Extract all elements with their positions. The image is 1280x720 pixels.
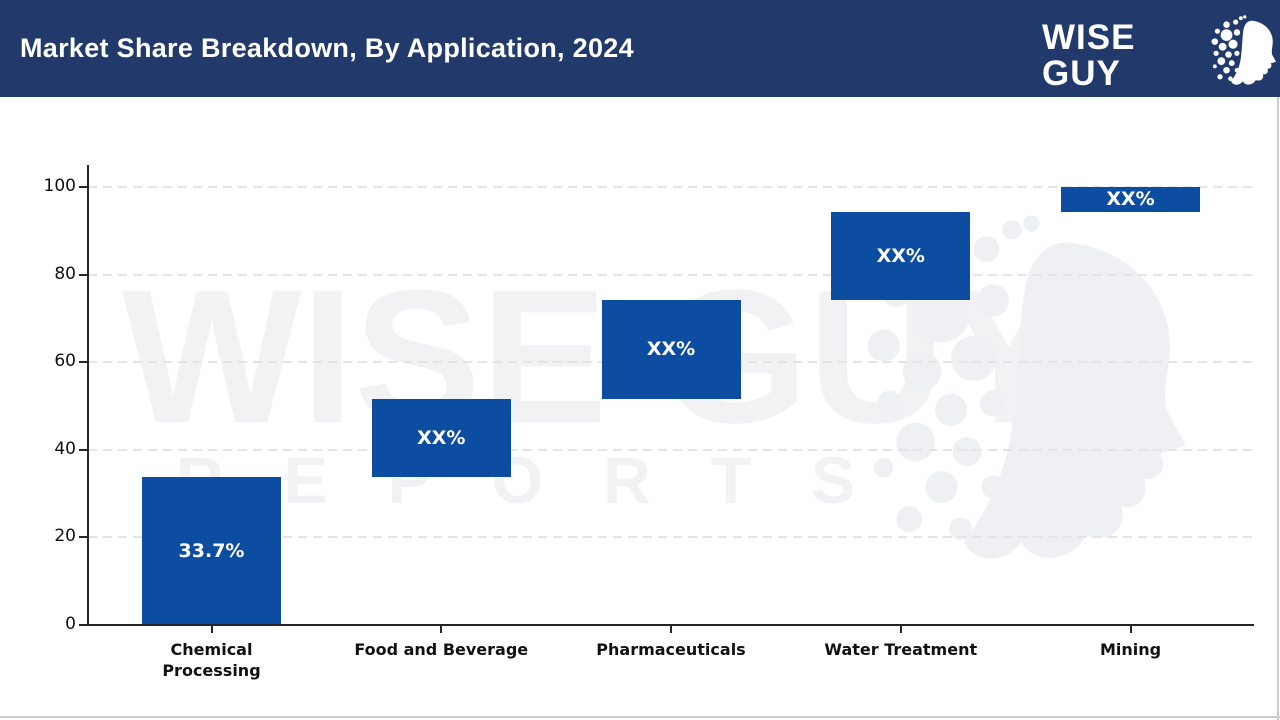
x-tick-label: Mining [1099,640,1162,659]
y-tick-label-100: 100 [43,176,76,196]
gridline-80 [88,273,1252,276]
logo-head-profile-icon [1211,15,1277,85]
y-axis-line [87,165,89,626]
bar-value-label: XX% [646,338,696,361]
x-tick-mark [1129,626,1132,633]
bottom-border-line [0,716,1280,718]
bar-pharmaceuticals: XX% [601,300,741,399]
header-bar: Market Share Breakdown, By Application, … [0,0,1280,110]
x-tick-label: Chemical Processing [162,640,261,680]
right-border-line [1277,97,1279,720]
y-tick-label-40: 40 [54,438,76,459]
y-tick-mark-80 [79,273,87,276]
bar-food-and-beverage: XX% [371,398,511,478]
bar-water-treatment: XX% [831,211,971,300]
y-tick-label-60: 60 [54,351,76,372]
bar-value-label: XX% [1106,188,1155,211]
y-tick-mark-20 [79,536,87,539]
bar-value-label: XX% [417,427,466,450]
x-tick-label: Food and Beverage [354,640,529,659]
logo-wiseguy-text: WISE GUY [1042,18,1136,93]
y-tick-mark-60 [79,361,87,364]
gridline-100 [88,186,1252,188]
bar-chemical-processing: 33.7% [142,477,281,625]
bar-value-label: 33.7% [178,540,245,563]
wise-guy-logo: WISE GUY REPORTS [1042,15,1280,111]
x-tick-label: Pharmaceuticals [596,640,746,659]
y-tick-mark-0 [79,624,87,626]
x-tick-mark [670,626,672,633]
watermark-reports-text: REPORTS [176,443,916,517]
y-tick-label-20: 20 [54,526,76,547]
gridline-20 [88,536,1252,539]
y-tick-label-0: 0 [65,614,76,634]
bar-mining: XX% [1061,187,1200,212]
y-tick-mark-40 [79,448,87,451]
page-title: Market Share Breakdown, By Application, … [20,33,634,63]
x-axis-line [87,624,1254,626]
x-tick-mark [210,626,213,633]
x-tick-mark [440,626,443,633]
logo-reports-text: REPORTS [1047,95,1191,110]
y-tick-mark-100 [79,186,87,188]
bar-value-label: XX% [876,244,925,267]
y-tick-label-80: 80 [54,263,76,284]
x-tick-mark [899,626,902,633]
logo-text: WISE GUY REPORTS [1042,18,1213,111]
gridline-40 [88,448,1252,451]
x-tick-label: Water Treatment [824,640,978,659]
